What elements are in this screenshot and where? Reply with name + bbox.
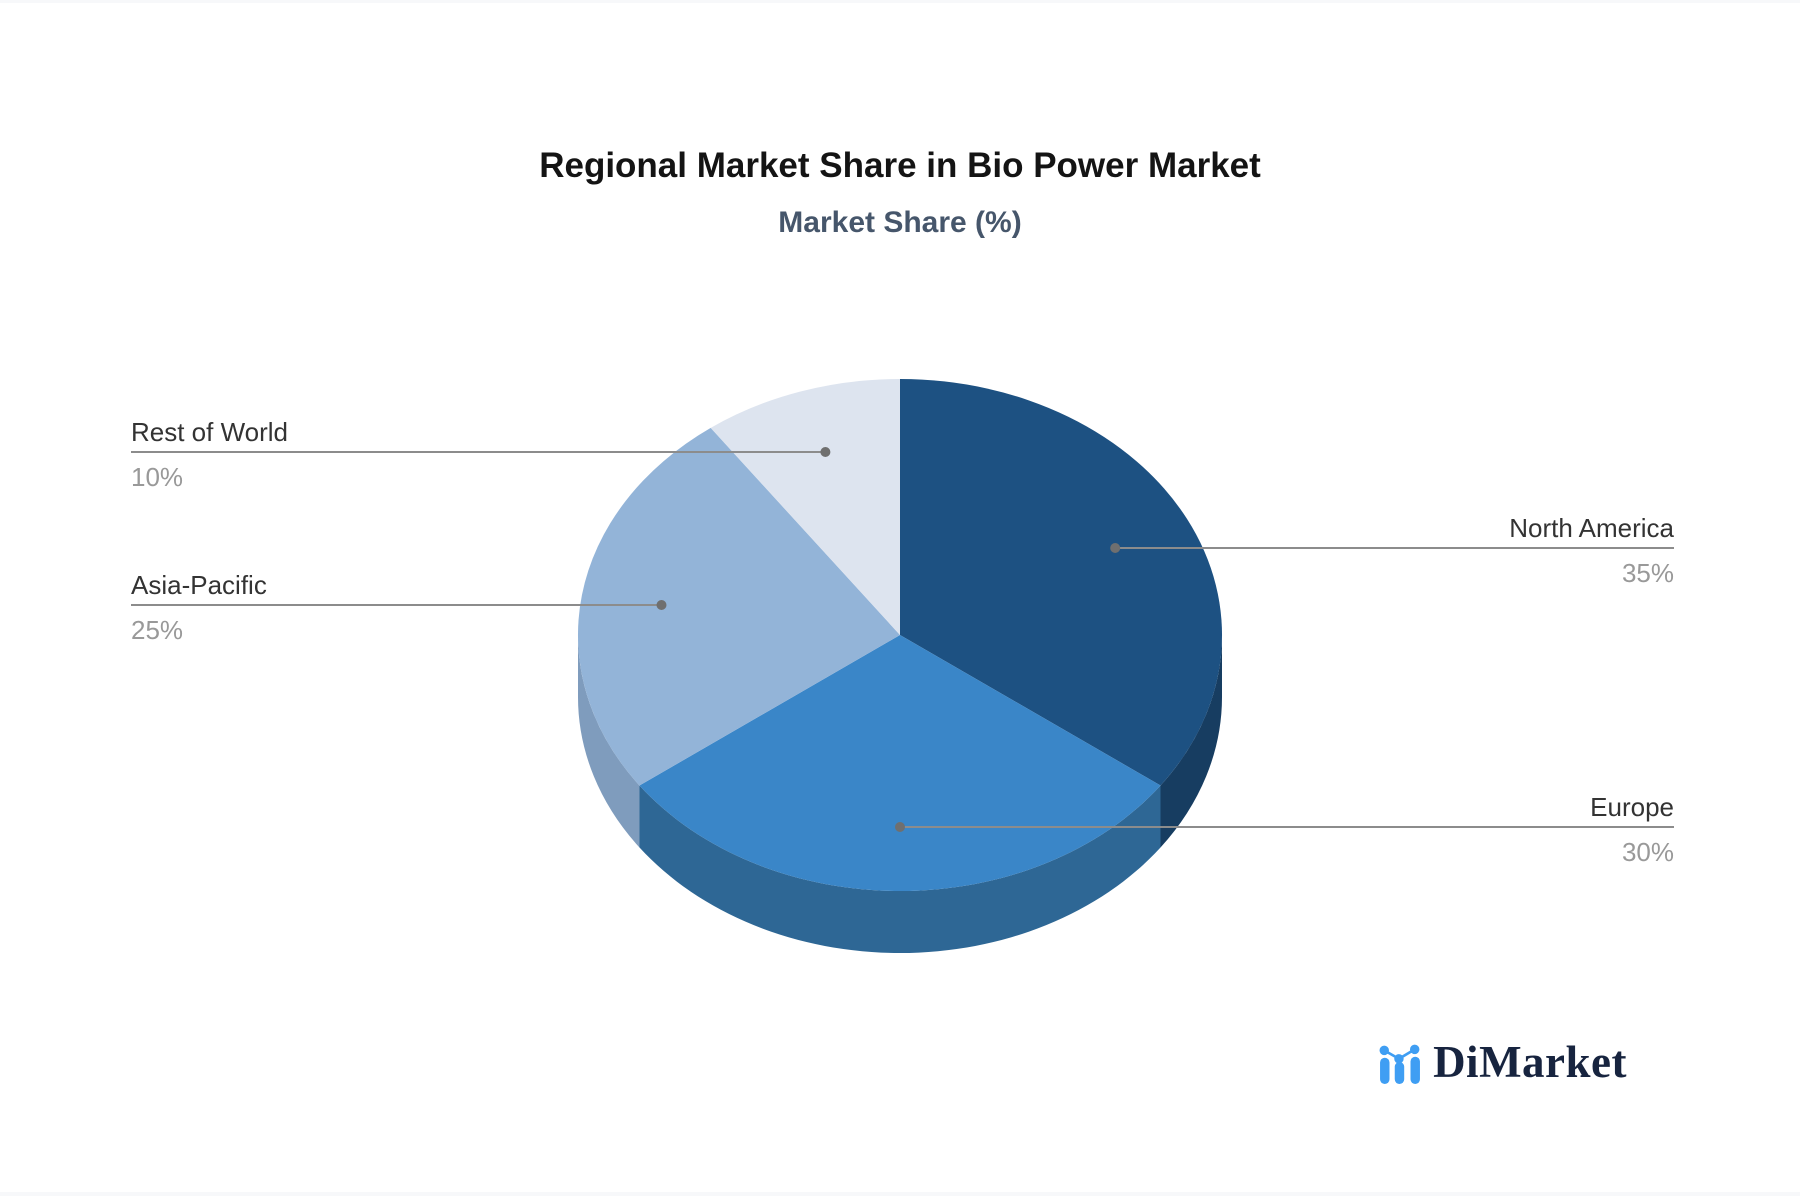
top-edge-strip	[0, 0, 1800, 3]
slice-value: 25%	[131, 615, 184, 645]
slice-name: Rest of World	[131, 417, 289, 447]
slice-value: 30%	[1621, 837, 1674, 867]
slice-name: Asia-Pacific	[131, 570, 267, 600]
bottom-edge-strip	[0, 1192, 1800, 1196]
slice-value: 10%	[131, 462, 184, 492]
pie-label-north-america: North America 35%	[1509, 513, 1674, 588]
pie-label-rest-of-world: Rest of World 10%	[131, 417, 289, 492]
dimarket-logo-text: DiMarket	[1433, 1037, 1627, 1087]
dimarket-logo-icon	[1379, 1044, 1421, 1084]
dimarket-logo: DiMarket	[1379, 1040, 1627, 1085]
slice-value: 35%	[1621, 558, 1674, 588]
pie-label-asia-pacific: Asia-Pacific 25%	[131, 570, 267, 645]
pie-label-europe: Europe 30%	[1590, 792, 1674, 867]
chart-title: Regional Market Share in Bio Power Marke…	[539, 146, 1261, 185]
slice-name: North America	[1509, 513, 1674, 543]
chart-subtitle: Market Share (%)	[778, 206, 1022, 239]
slice-name: Europe	[1590, 792, 1674, 822]
